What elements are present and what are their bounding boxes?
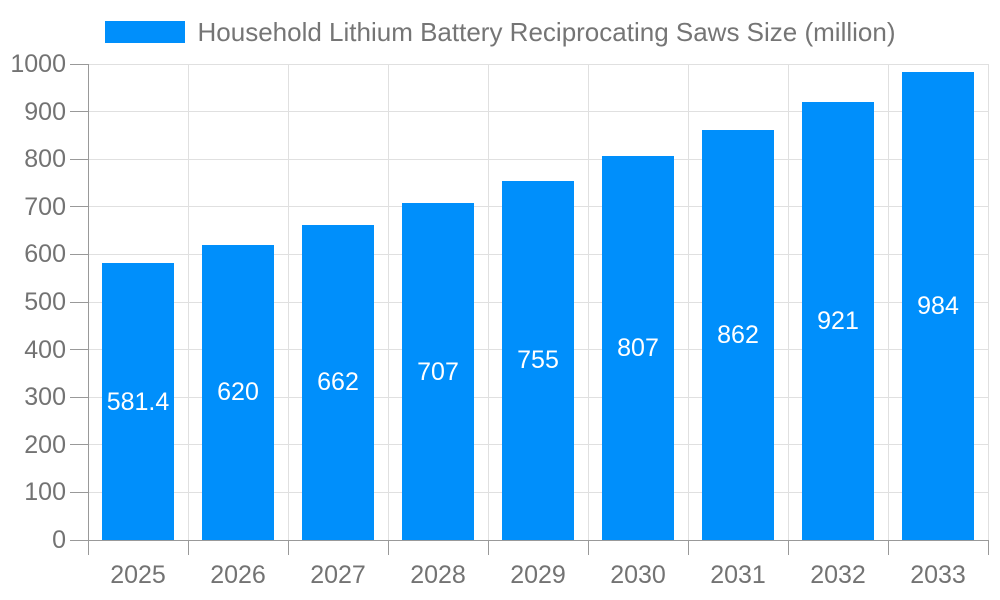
y-axis-tick — [70, 539, 88, 541]
y-axis-tick — [70, 63, 88, 65]
y-axis-tick — [70, 444, 88, 446]
bar-value-label: 807 — [617, 333, 659, 362]
y-axis-tick — [70, 396, 88, 398]
x-axis-tick — [287, 540, 289, 555]
bar[interactable] — [902, 71, 974, 540]
legend-item[interactable]: Household Lithium Battery Reciprocating … — [0, 18, 1000, 46]
y-axis-tick — [70, 206, 88, 208]
x-axis-label: 2028 — [410, 561, 466, 589]
x-axis-tick — [587, 540, 589, 555]
v-gridline — [787, 64, 789, 540]
y-axis-label: 0 — [52, 526, 66, 554]
bar[interactable] — [702, 129, 774, 540]
x-axis-tick — [387, 540, 389, 555]
bar[interactable] — [602, 155, 674, 540]
y-axis-line — [87, 64, 89, 540]
y-axis-label: 1000 — [10, 50, 66, 78]
y-axis-label: 300 — [24, 383, 66, 412]
bar-value-label: 984 — [917, 291, 959, 320]
v-gridline — [387, 64, 389, 540]
legend-marker — [104, 21, 185, 43]
v-gridline — [487, 64, 489, 540]
x-axis-tick — [187, 540, 189, 555]
y-axis-label: 600 — [24, 240, 66, 269]
bar-value-label: 662 — [317, 368, 359, 397]
h-gridline — [88, 111, 988, 113]
x-axis-tick — [487, 540, 489, 555]
bar-value-label: 620 — [217, 378, 259, 407]
bar[interactable] — [802, 101, 874, 540]
h-gridline — [88, 158, 988, 160]
y-axis-label: 500 — [24, 288, 66, 316]
y-axis-label: 400 — [24, 335, 66, 364]
y-axis-label: 100 — [24, 478, 66, 507]
legend-label: Household Lithium Battery Reciprocating … — [197, 17, 896, 47]
bar-value-label: 921 — [817, 306, 859, 335]
h-gridline — [88, 63, 988, 65]
bar[interactable] — [202, 244, 274, 540]
x-axis-label: 2027 — [310, 561, 366, 589]
y-axis-tick — [70, 111, 88, 113]
x-axis-label: 2033 — [910, 561, 966, 589]
v-gridline — [987, 64, 989, 540]
bar[interactable] — [402, 203, 474, 540]
v-gridline — [687, 64, 689, 540]
bar-value-label: 581.4 — [106, 387, 170, 416]
bar[interactable] — [102, 263, 174, 540]
x-axis-label: 2029 — [510, 561, 566, 589]
y-axis-label: 900 — [24, 97, 66, 126]
y-axis-tick — [70, 349, 88, 351]
bar-value-label: 755 — [517, 346, 559, 375]
x-axis-tick — [987, 540, 989, 555]
y-axis-tick — [70, 253, 88, 255]
bar[interactable] — [502, 180, 574, 540]
y-axis-label: 200 — [24, 430, 66, 459]
y-axis-tick — [70, 301, 88, 303]
x-axis-label: 2026 — [210, 561, 266, 589]
bar-value-label: 707 — [417, 357, 459, 386]
x-axis-tick — [87, 540, 89, 555]
v-gridline — [287, 64, 289, 540]
x-axis-label: 2030 — [610, 561, 666, 589]
x-axis-label: 2031 — [710, 561, 766, 589]
bar-value-label: 862 — [717, 320, 759, 349]
v-gridline — [887, 64, 889, 540]
x-axis-label: 2025 — [110, 561, 166, 589]
y-axis-tick — [70, 158, 88, 160]
y-axis-label: 800 — [24, 145, 66, 174]
v-gridline — [587, 64, 589, 540]
x-axis-label: 2032 — [810, 561, 866, 589]
x-axis-line — [88, 539, 988, 541]
x-axis-tick — [687, 540, 689, 555]
v-gridline — [187, 64, 189, 540]
y-axis-tick — [70, 491, 88, 493]
y-axis-label: 700 — [24, 192, 66, 221]
x-axis-tick — [787, 540, 789, 555]
bar[interactable] — [302, 224, 374, 540]
x-axis-tick — [887, 540, 889, 555]
